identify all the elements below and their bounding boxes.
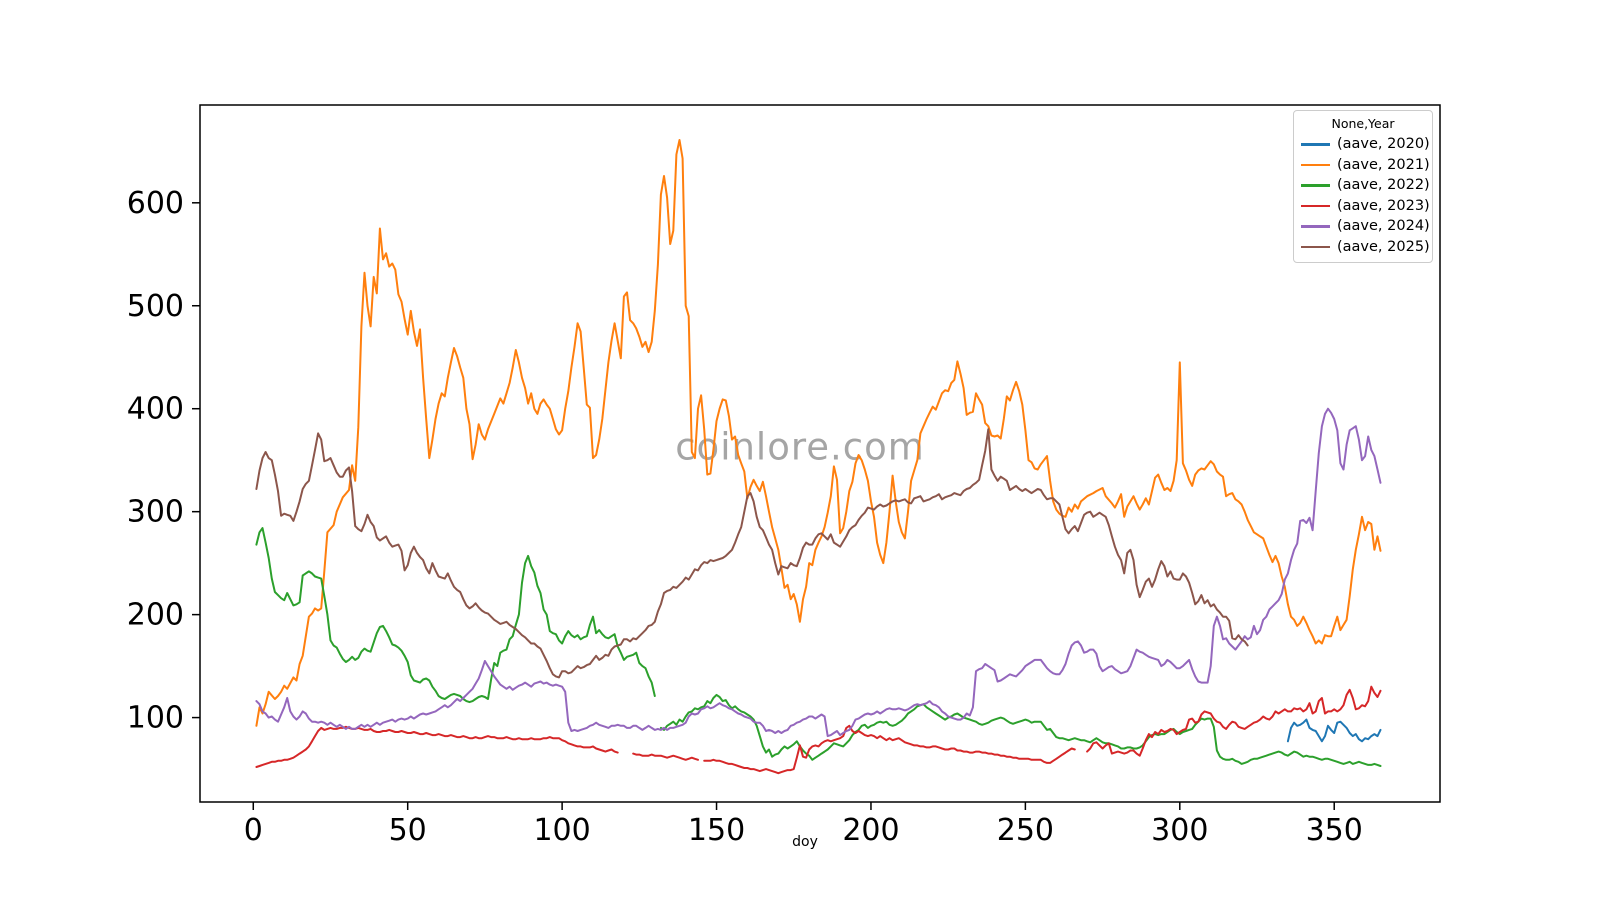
x-axis-tick-label: 300 bbox=[1151, 813, 1208, 848]
legend-line-swatch-icon bbox=[1301, 163, 1330, 166]
legend-line-swatch-icon bbox=[1301, 184, 1330, 187]
legend-item-label: (aave, 2021) bbox=[1337, 156, 1430, 173]
x-axis-tick-label: 250 bbox=[997, 813, 1054, 848]
series-line-2020 bbox=[1286, 718, 1382, 743]
legend-item-2022: (aave, 2022) bbox=[1294, 175, 1432, 196]
legend-title: None,Year bbox=[1331, 116, 1395, 131]
legend-item-label: (aave, 2025) bbox=[1337, 238, 1430, 255]
legend-line-swatch-icon bbox=[1301, 225, 1330, 228]
legend-item-label: (aave, 2022) bbox=[1337, 177, 1430, 194]
series-line-2022 bbox=[659, 693, 1382, 767]
y-axis-tick-label: 200 bbox=[127, 598, 184, 633]
x-axis-tick-label: 50 bbox=[389, 813, 427, 848]
legend-item-2020: (aave, 2020) bbox=[1294, 134, 1432, 155]
watermark: coinlore.com bbox=[675, 425, 925, 469]
y-axis-tick-label: 300 bbox=[127, 495, 184, 530]
series-line-2023 bbox=[703, 724, 1076, 775]
series-line-2023 bbox=[255, 725, 619, 768]
legend-item-2025: (aave, 2025) bbox=[1294, 237, 1432, 258]
x-axis-tick-label: 150 bbox=[688, 813, 745, 848]
legend-line-swatch-icon bbox=[1301, 245, 1330, 248]
y-axis-tick-label: 600 bbox=[127, 186, 184, 221]
y-axis-tick-label: 100 bbox=[127, 701, 184, 736]
legend-item-2024: (aave, 2024) bbox=[1294, 216, 1432, 237]
legend: None,Year (aave, 2020) (aave, 2021) (aave,… bbox=[1293, 110, 1433, 263]
series-line-2025 bbox=[255, 428, 1249, 679]
series-line-2023 bbox=[1086, 685, 1382, 757]
legend-item-2021: (aave, 2021) bbox=[1294, 155, 1432, 176]
x-axis-tick-label: 200 bbox=[842, 813, 899, 848]
series-line-2021 bbox=[255, 139, 1382, 727]
legend-line-swatch-icon bbox=[1301, 143, 1330, 146]
x-axis-tick-label: 100 bbox=[533, 813, 590, 848]
legend-items: (aave, 2020) (aave, 2021) (aave, 2022) (aav… bbox=[1294, 134, 1432, 257]
plot-border bbox=[199, 104, 1441, 803]
series-line-2023 bbox=[632, 752, 699, 761]
y-axis-tick-label: 500 bbox=[127, 289, 184, 324]
y-axis-tick-label: 400 bbox=[127, 392, 184, 427]
legend-item-label: (aave, 2024) bbox=[1337, 218, 1430, 235]
legend-item-label: (aave, 2020) bbox=[1337, 136, 1430, 153]
legend-item-2023: (aave, 2023) bbox=[1294, 196, 1432, 217]
x-axis-tick-label: 350 bbox=[1306, 813, 1363, 848]
series-line-2024 bbox=[255, 407, 1382, 738]
legend-line-swatch-icon bbox=[1301, 204, 1330, 207]
x-axis-tick-label: 0 bbox=[244, 813, 263, 848]
x-axis-label: doy bbox=[792, 834, 818, 850]
series-line-2022 bbox=[255, 527, 656, 704]
legend-item-label: (aave, 2023) bbox=[1337, 197, 1430, 214]
